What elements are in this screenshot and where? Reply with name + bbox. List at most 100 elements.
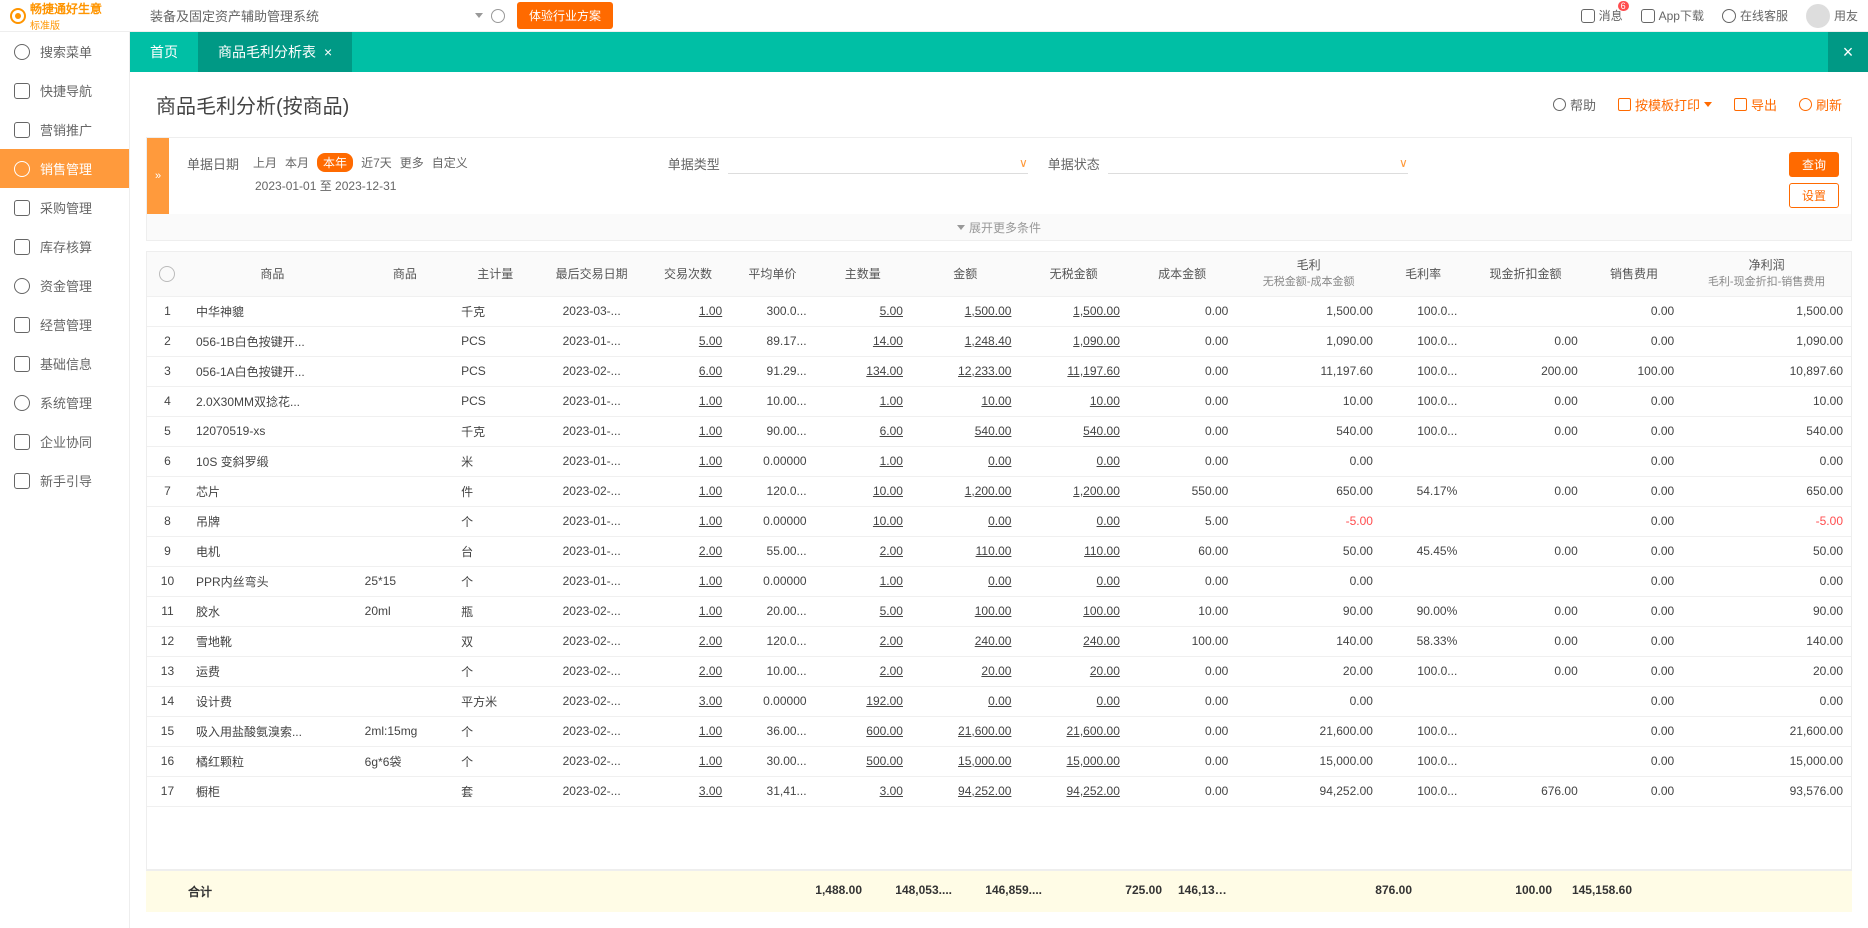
date-option[interactable]: 上月 — [253, 154, 277, 171]
table-row[interactable]: 1中华神貔千克2023-03-...1.00300.0...5.001,500.… — [147, 296, 1851, 326]
nav-label: 系统管理 — [40, 393, 92, 412]
date-label: 单据日期 — [187, 152, 239, 173]
system-selector[interactable]: 装备及固定资产辅助管理系统 — [150, 6, 505, 25]
tab-close-icon[interactable]: × — [324, 44, 332, 60]
date-option[interactable]: 近7天 — [361, 154, 392, 171]
online-service-link[interactable]: 在线客服 — [1722, 7, 1788, 24]
nav-label: 企业协同 — [40, 432, 92, 451]
table-row[interactable]: 7芯片件2023-02-...1.00120.0...10.001,200.00… — [147, 476, 1851, 506]
expand-filter-button[interactable]: 展开更多条件 — [147, 214, 1851, 240]
doc-type-select[interactable]: ∨ — [728, 152, 1028, 174]
doc-status-select[interactable]: ∨ — [1108, 152, 1408, 174]
print-icon — [1618, 98, 1631, 111]
column-header[interactable]: 主数量 — [815, 252, 911, 296]
nav-item[interactable]: 基础信息 — [0, 344, 129, 383]
doc-status-field[interactable]: 单据状态 ∨ — [1048, 152, 1408, 174]
app-download-link[interactable]: App下载 — [1641, 7, 1704, 24]
nav-item[interactable]: 快捷导航 — [0, 71, 129, 110]
topbar: 畅捷通好生意 标准版 装备及固定资产辅助管理系统 体验行业方案 消息 6 App… — [0, 0, 1868, 32]
brand-sub: 标准版 — [30, 17, 102, 32]
column-header[interactable]: 毛利无税金额-成本金额 — [1236, 252, 1381, 296]
table-row[interactable]: 15吸入用盐酸氨溴索...2ml:15mg个2023-02-...1.0036.… — [147, 716, 1851, 746]
column-header[interactable]: 现金折扣金额 — [1465, 252, 1586, 296]
table-row[interactable]: 3056-1A白色按键开...PCS2023-02-...6.0091.29..… — [147, 356, 1851, 386]
user-menu[interactable]: 用友 — [1806, 4, 1858, 28]
column-header[interactable]: 金额 — [911, 252, 1019, 296]
nav-item[interactable]: 搜索菜单 — [0, 32, 129, 71]
nav-icon — [14, 356, 30, 372]
refresh-button[interactable]: 刷新 — [1799, 95, 1842, 114]
column-header[interactable]: 最后交易日期 — [537, 252, 645, 296]
nav-item[interactable]: 经营管理 — [0, 305, 129, 344]
date-option[interactable]: 本月 — [285, 154, 309, 171]
table-row[interactable]: 17橱柜套2023-02-...3.0031,41...3.0094,252.0… — [147, 776, 1851, 806]
messages-link[interactable]: 消息 6 — [1581, 7, 1623, 24]
gear-icon[interactable] — [159, 266, 175, 282]
doc-type-field[interactable]: 单据类型 ∨ — [668, 152, 1028, 174]
total-cell — [700, 883, 780, 900]
user-name: 用友 — [1834, 7, 1858, 24]
nav-item[interactable]: 库存核算 — [0, 227, 129, 266]
total-cell: 1,488.00 — [780, 883, 870, 900]
nav-icon — [14, 200, 30, 216]
chevron-down-icon — [957, 225, 965, 230]
trial-button[interactable]: 体验行业方案 — [517, 2, 613, 29]
export-icon — [1734, 98, 1747, 111]
table-row[interactable]: 512070519-xs千克2023-01-...1.0090.00...6.0… — [147, 416, 1851, 446]
column-header[interactable]: 商品 — [357, 252, 453, 296]
nav-item[interactable]: 资金管理 — [0, 266, 129, 305]
date-option[interactable]: 更多 — [400, 154, 424, 171]
table-row[interactable]: 9电机台2023-01-...2.0055.00...2.00110.00110… — [147, 536, 1851, 566]
column-header[interactable]: 主计量 — [453, 252, 537, 296]
table-row[interactable]: 13运费个2023-02-...2.0010.00...2.0020.0020.… — [147, 656, 1851, 686]
total-cell: 876.00 — [1340, 883, 1420, 900]
nav-label: 资金管理 — [40, 276, 92, 295]
export-button[interactable]: 导出 — [1734, 95, 1777, 114]
close-all-tabs-button[interactable]: × — [1828, 32, 1868, 72]
print-button[interactable]: 按模板打印 — [1618, 95, 1712, 114]
refresh-label: 刷新 — [1816, 95, 1842, 114]
column-header[interactable]: 成本金额 — [1128, 252, 1236, 296]
column-header[interactable]: 商品 — [188, 252, 357, 296]
nav-label: 快捷导航 — [40, 81, 92, 100]
nav-icon — [14, 44, 30, 60]
settings-button[interactable]: 设置 — [1789, 183, 1839, 208]
date-option[interactable]: 自定义 — [432, 154, 468, 171]
topbar-right: 消息 6 App下载 在线客服 用友 — [1581, 4, 1858, 28]
nav-item[interactable]: 销售管理 — [0, 149, 129, 188]
nav-item[interactable]: 系统管理 — [0, 383, 129, 422]
column-header[interactable]: 净利润毛利-现金折扣-销售费用 — [1682, 252, 1851, 296]
table-row[interactable]: 14设计费平方米2023-02-...3.000.00000192.000.00… — [147, 686, 1851, 716]
column-header[interactable]: 交易次数 — [646, 252, 730, 296]
query-button[interactable]: 查询 — [1789, 152, 1839, 177]
table-row[interactable]: 11胶水20ml瓶2023-02-...1.0020.00...5.00100.… — [147, 596, 1851, 626]
column-header[interactable]: 平均单价 — [730, 252, 814, 296]
total-cell: 146,134.60 — [1170, 883, 1240, 900]
column-header[interactable]: 毛利率 — [1381, 252, 1465, 296]
table-row[interactable]: 12雪地靴双2023-02-...2.00120.0...2.00240.002… — [147, 626, 1851, 656]
nav-label: 新手引导 — [40, 471, 92, 490]
table-row[interactable]: 16橘红颗粒6g*6袋个2023-02-...1.0030.00...500.0… — [147, 746, 1851, 776]
nav-item[interactable]: 营销推广 — [0, 110, 129, 149]
collapse-filter-button[interactable]: » — [147, 138, 169, 214]
nav-item[interactable]: 新手引导 — [0, 461, 129, 500]
main-area: 首页 商品毛利分析表 × × 商品毛利分析(按商品) 帮助 按模板打印 — [130, 32, 1868, 928]
column-header[interactable]: 销售费用 — [1586, 252, 1682, 296]
table-row[interactable]: 10PPR内丝弯头25*15个2023-01-...1.000.000001.0… — [147, 566, 1851, 596]
gear-icon[interactable] — [491, 9, 505, 23]
phone-icon — [1641, 9, 1655, 23]
tab-current[interactable]: 商品毛利分析表 × — [198, 32, 352, 72]
help-button[interactable]: 帮助 — [1553, 95, 1596, 114]
tab-home[interactable]: 首页 — [130, 32, 198, 72]
nav-item[interactable]: 企业协同 — [0, 422, 129, 461]
table-row[interactable]: 2056-1B白色按键开...PCS2023-01-...5.0089.17..… — [147, 326, 1851, 356]
help-icon — [1553, 98, 1566, 111]
left-nav: 搜索菜单快捷导航营销推广销售管理采购管理库存核算资金管理经营管理基础信息系统管理… — [0, 32, 130, 928]
table-row[interactable]: 610S 变斜罗缎米2023-01-...1.000.000001.000.00… — [147, 446, 1851, 476]
nav-item[interactable]: 采购管理 — [0, 188, 129, 227]
column-header[interactable]: 无税金额 — [1019, 252, 1127, 296]
nav-label: 基础信息 — [40, 354, 92, 373]
table-row[interactable]: 42.0X30MM双捻花...PCS2023-01-...1.0010.00..… — [147, 386, 1851, 416]
date-option[interactable]: 本年 — [317, 153, 353, 172]
table-row[interactable]: 8吊牌个2023-01-...1.000.0000010.000.000.005… — [147, 506, 1851, 536]
